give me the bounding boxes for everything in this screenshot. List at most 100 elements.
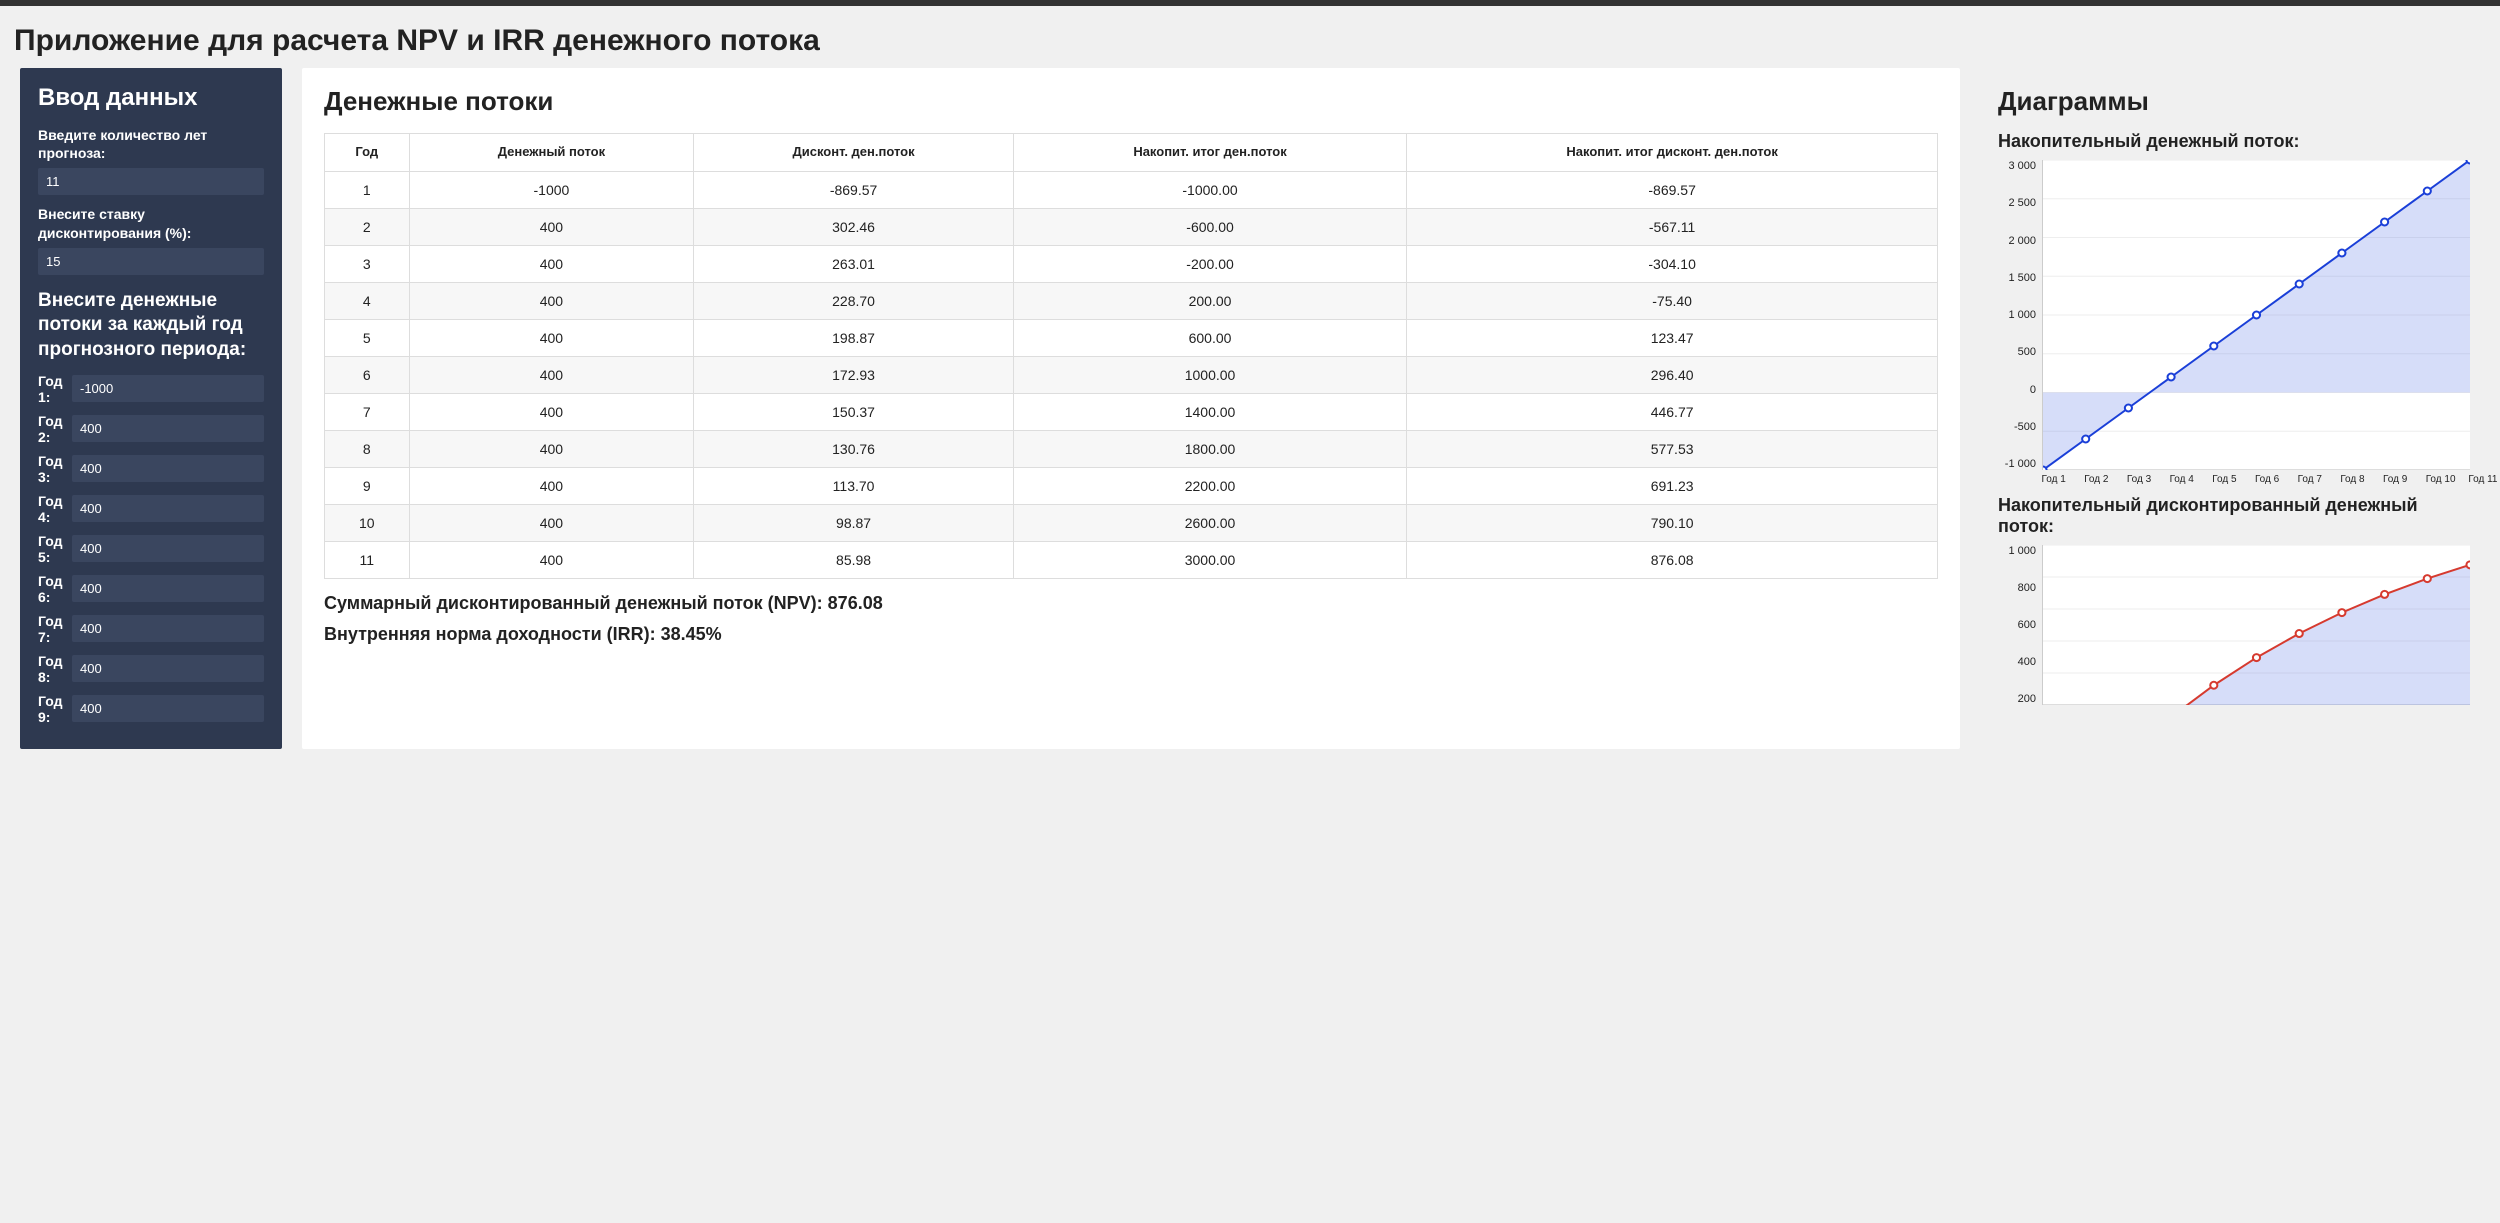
table-row: 4400228.70200.00-75.40 [325, 282, 1938, 319]
table-row: 8400130.761800.00577.53 [325, 430, 1938, 467]
table-cell: -869.57 [694, 171, 1013, 208]
table-cell: 10 [325, 504, 410, 541]
year-label: Год 3: [38, 453, 72, 485]
x-axis-label: Год 4 [2170, 474, 2171, 485]
y-axis-label: 500 [1998, 346, 2036, 358]
table-row: 3400263.01-200.00-304.10 [325, 245, 1938, 282]
table-cell: -200.00 [1013, 245, 1406, 282]
table-cell: 11 [325, 541, 410, 578]
year-label: Год 1: [38, 373, 72, 405]
layout: Ввод данных Введите количество лет прогн… [0, 68, 2500, 769]
year-row: Год 2: [38, 413, 264, 445]
sidebar-input-panel: Ввод данных Введите количество лет прогн… [20, 68, 282, 749]
year-row: Год 6: [38, 573, 264, 605]
table-cell: 400 [409, 430, 694, 467]
table-cell: 3 [325, 245, 410, 282]
table-row: 1-1000-869.57-1000.00-869.57 [325, 171, 1938, 208]
year-label: Год 9: [38, 693, 72, 725]
table-cell: 123.47 [1407, 319, 1938, 356]
table-cell: 9 [325, 467, 410, 504]
year-value-input[interactable] [72, 615, 264, 642]
y-axis-label: 400 [1998, 656, 2036, 668]
x-axis-label: Год 3 [2127, 474, 2128, 485]
table-header: Год [325, 134, 410, 172]
year-value-input[interactable] [72, 415, 264, 442]
x-axis-label: Год 9 [2383, 474, 2384, 485]
x-axis-label: Год 11 [2468, 474, 2469, 485]
table-row: 1040098.872600.00790.10 [325, 504, 1938, 541]
year-label: Год 5: [38, 533, 72, 565]
chart1-title: Накопительный денежный поток: [1998, 131, 2470, 152]
rate-label: Внесите ставку дисконтирования (%): [38, 205, 264, 241]
year-value-input[interactable] [72, 695, 264, 722]
table-row: 9400113.702200.00691.23 [325, 467, 1938, 504]
y-axis-label: 2 000 [1998, 235, 2036, 247]
year-value-input[interactable] [72, 575, 264, 602]
year-row: Год 4: [38, 493, 264, 525]
table-cell: 400 [409, 356, 694, 393]
table-cell: 400 [409, 541, 694, 578]
y-axis-label: 0 [1998, 384, 2036, 396]
y-axis-label: 3 000 [1998, 160, 2036, 172]
table-cell: 98.87 [694, 504, 1013, 541]
table-cell: 876.08 [1407, 541, 1938, 578]
table-header: Денежный поток [409, 134, 694, 172]
table-cell: 400 [409, 208, 694, 245]
y-axis-label: 800 [1998, 582, 2036, 594]
charts-heading: Диаграммы [1998, 86, 2470, 117]
rate-input[interactable] [38, 248, 264, 275]
table-cell: 691.23 [1407, 467, 1938, 504]
sidebar-heading: Ввод данных [38, 84, 264, 112]
y-axis-label: -500 [1998, 421, 2036, 433]
table-cell: 4 [325, 282, 410, 319]
table-cell: -869.57 [1407, 171, 1938, 208]
chart2: 1 000 800 600 400 200 [1998, 545, 2470, 705]
x-axis-label: Год 2 [2084, 474, 2085, 485]
table-cell: 263.01 [694, 245, 1013, 282]
years-input[interactable] [38, 168, 264, 195]
y-axis-label: 600 [1998, 619, 2036, 631]
table-cell: 1800.00 [1013, 430, 1406, 467]
flows-heading: Внесите денежные потоки за каждый год пр… [38, 289, 264, 363]
year-label: Год 6: [38, 573, 72, 605]
x-axis-label: Год 8 [2340, 474, 2341, 485]
y-axis-label: 200 [1998, 693, 2036, 705]
table-row: 6400172.931000.00296.40 [325, 356, 1938, 393]
table-cell: 200.00 [1013, 282, 1406, 319]
year-row: Год 5: [38, 533, 264, 565]
table-cell: -1000.00 [1013, 171, 1406, 208]
table-cell: -304.10 [1407, 245, 1938, 282]
table-cell: 172.93 [694, 356, 1013, 393]
x-axis-label: Год 7 [2298, 474, 2299, 485]
year-value-input[interactable] [72, 495, 264, 522]
table-cell: 1000.00 [1013, 356, 1406, 393]
cashflow-heading: Денежные потоки [324, 86, 1938, 117]
table-cell: 446.77 [1407, 393, 1938, 430]
irr-summary: Внутренняя норма доходности (IRR): 38.45… [324, 624, 1938, 645]
table-cell: 400 [409, 504, 694, 541]
page-title: Приложение для расчета NPV и IRR денежно… [0, 6, 2500, 68]
y-axis-label: 1 000 [1998, 545, 2036, 557]
year-value-input[interactable] [72, 535, 264, 562]
year-value-input[interactable] [72, 655, 264, 682]
year-value-input[interactable] [72, 455, 264, 482]
table-cell: 302.46 [694, 208, 1013, 245]
table-cell: 400 [409, 467, 694, 504]
table-cell: 130.76 [694, 430, 1013, 467]
table-cell: 198.87 [694, 319, 1013, 356]
table-cell: 2600.00 [1013, 504, 1406, 541]
table-row: 1140085.983000.00876.08 [325, 541, 1938, 578]
table-cell: 3000.00 [1013, 541, 1406, 578]
years-label: Введите количество лет прогноза: [38, 126, 264, 162]
table-cell: 400 [409, 393, 694, 430]
y-axis-label: 2 500 [1998, 197, 2036, 209]
table-header: Накопит. итог ден.поток [1013, 134, 1406, 172]
table-cell: 790.10 [1407, 504, 1938, 541]
table-cell: -567.11 [1407, 208, 1938, 245]
year-value-input[interactable] [72, 375, 264, 402]
table-row: 5400198.87600.00123.47 [325, 319, 1938, 356]
year-row: Год 1: [38, 373, 264, 405]
year-label: Год 7: [38, 613, 72, 645]
table-cell: 7 [325, 393, 410, 430]
table-cell: 150.37 [694, 393, 1013, 430]
